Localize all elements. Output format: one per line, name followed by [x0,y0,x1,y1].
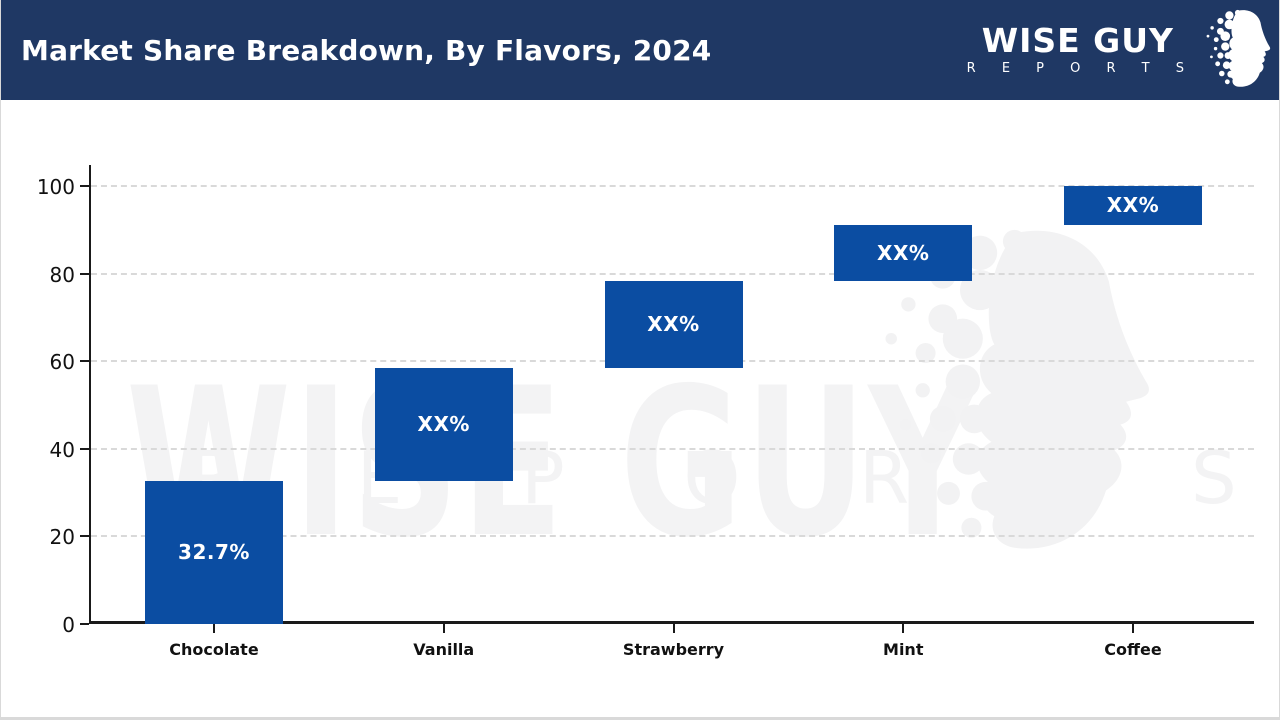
y-tick-label: 40 [49,437,75,462]
y-tick-label: 20 [49,525,75,550]
gridline-20 [91,535,1254,538]
bar-vanilla: XX% [374,367,513,481]
logo-head-icon [1206,9,1271,87]
bar-mint: XX% [834,224,973,282]
y-tick-mark-80 [80,272,89,275]
bar-coffee: XX% [1064,186,1202,225]
x-tick-mark-coffee [1132,624,1134,633]
x-category-label: Vanilla [413,640,475,659]
header: Market Share Breakdown, By Flavors, 2024… [1,0,1279,100]
bar-chocolate: 32.7% [145,480,283,624]
x-category-label: Strawberry [622,640,725,659]
logo-subtitle: R E P O R T S [966,60,1195,76]
y-tick-label: 80 [49,262,75,287]
y-tick-mark-20 [80,535,89,538]
x-tick-mark-strawberry [672,624,675,633]
y-tick-mark-0 [80,623,89,625]
chart-area: WISE GUY R E P O R T S 0 20 40 60 80 100 32.7%… [1,100,1279,717]
x-tick-mark-mint [902,624,905,633]
gridline-40 [91,447,1254,450]
y-tick-label: 60 [49,350,75,375]
bar-value-label: XX% [1106,193,1160,218]
gridline-80 [91,272,1254,275]
chart-title: Market Share Breakdown, By Flavors, 2024 [21,33,712,67]
logo-wordmark: WISE GUY [981,21,1174,61]
y-tick-mark-100 [80,185,89,187]
bar-value-label: XX% [877,240,930,265]
y-tick-label: 0 [62,613,75,637]
bar-value-label: XX% [647,312,700,337]
wiseguy-logo: WISE GUY R E P O R T S [961,8,1275,92]
x-tick-mark-chocolate [213,624,215,633]
x-category-label: Coffee [1104,640,1162,659]
y-tick-label: 100 [36,175,75,199]
x-category-label: Mint [883,640,924,659]
x-category-label: Chocolate [169,640,259,659]
x-tick-mark-vanilla [442,624,445,633]
bar-value-label: 32.7% [178,540,250,565]
bar-strawberry: XX% [604,281,743,368]
logo-text: WISE GUY R E P O R T S [961,24,1195,76]
plot-area: 0 20 40 60 80 100 32.7% XX% XX% XX% XX% Chocolate Va… [37,165,1254,659]
y-tick-mark-40 [80,447,89,450]
bar-value-label: XX% [417,412,470,437]
y-tick-mark-60 [80,360,89,363]
gridline-100 [91,185,1254,187]
